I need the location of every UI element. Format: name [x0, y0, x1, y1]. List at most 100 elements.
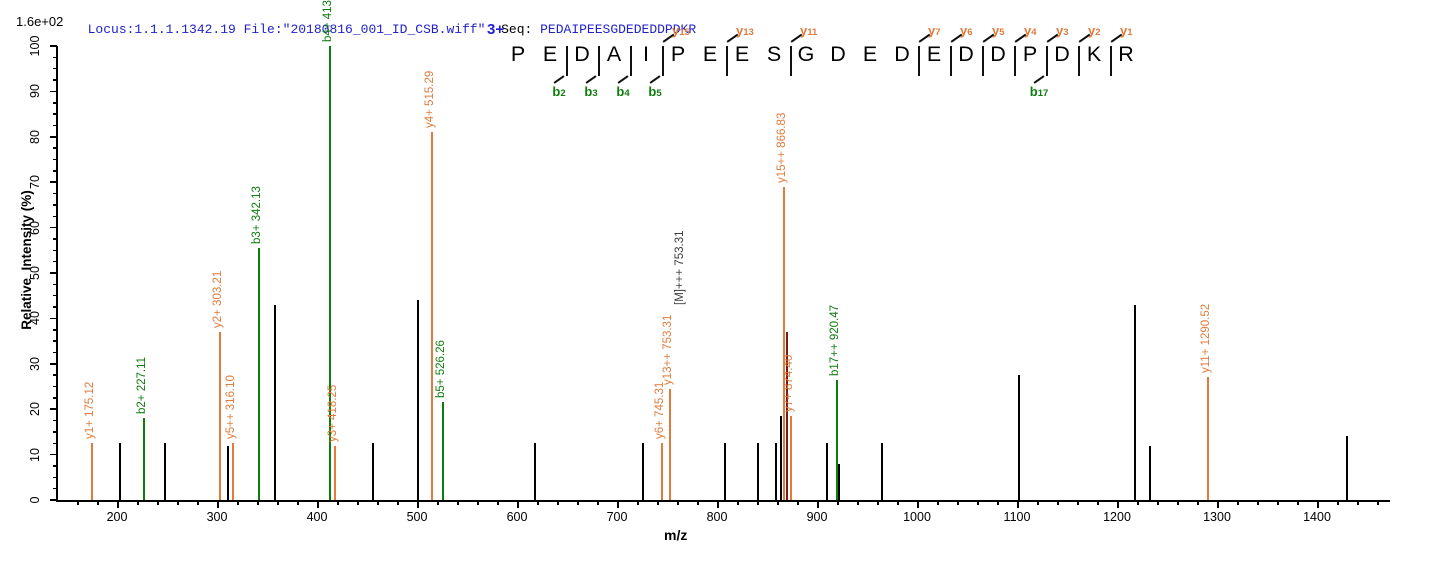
x-minor-tick — [757, 501, 759, 505]
x-minor-tick — [597, 501, 599, 505]
x-minor-tick — [777, 501, 779, 505]
peak-label-y2+: y2+ 303.21 — [212, 270, 225, 329]
x-minor-tick — [377, 501, 379, 505]
y6-ion-mark-subscript: 6 — [967, 27, 973, 38]
cleavage-line-5 — [662, 46, 664, 76]
y5-ion-mark: y5 — [992, 23, 1005, 38]
x-minor-tick — [937, 501, 939, 505]
b17-ion-mark-subscript: 17 — [1037, 88, 1049, 99]
x-minor-tick — [97, 501, 99, 505]
peak-1430 — [1346, 436, 1348, 500]
b3-ion-mark: b3 — [584, 84, 598, 99]
peak-y1+ — [91, 443, 94, 500]
residue-P-6: P — [670, 42, 686, 66]
peak-y13++ — [669, 388, 672, 500]
peak-726 — [642, 443, 644, 500]
residue-R-20: R — [1118, 42, 1134, 66]
peak-y15++ — [782, 186, 785, 500]
peak-label-y3+: y3+ 418.25 — [327, 384, 340, 442]
b-ion-connector-3 — [585, 75, 597, 84]
x-major-tick-300 — [217, 501, 219, 508]
x-tick-label-1000: 1000 — [903, 510, 931, 524]
x-minor-tick — [437, 501, 439, 505]
y-major-tick-50 — [50, 272, 57, 274]
y2-ion-mark-subscript: 2 — [1095, 27, 1101, 38]
peak-y2+ — [219, 332, 222, 500]
peak-label-precursor: [M]+++ 753.31 — [674, 230, 687, 305]
peak-456 — [372, 443, 374, 500]
y4-ion-mark-subscript: 4 — [1031, 27, 1037, 38]
y-minor-tick — [53, 170, 57, 172]
y-tick-label-50: 50 — [28, 266, 42, 280]
x-minor-tick — [477, 501, 479, 505]
peak-841 — [757, 443, 759, 500]
peak-y3+ — [334, 445, 337, 500]
x-minor-tick — [797, 501, 799, 505]
y7-ion-mark-subscript: 7 — [935, 27, 941, 38]
y13-ion-mark-subscript: 13 — [743, 27, 754, 38]
x-minor-tick — [337, 501, 339, 505]
residue-K-19: K — [1086, 42, 1102, 66]
y-tick-label-30: 30 — [28, 356, 42, 371]
x-tick-label-700: 700 — [606, 510, 628, 524]
x-tick-label-500: 500 — [406, 510, 428, 524]
y15-ion-mark-subscript: 15 — [679, 27, 690, 38]
locus-file-label: Locus:1.1.1.1342.19 File:"20180816_001_I… — [87, 22, 486, 37]
x-minor-tick — [837, 501, 839, 505]
b-ion-connector-2 — [553, 75, 565, 84]
peak-y11+ — [1206, 377, 1209, 500]
residue-D-18: D — [1054, 42, 1070, 66]
y-minor-tick — [53, 124, 57, 127]
cleavage-line-18 — [1078, 46, 1080, 76]
peak-1102 — [1018, 375, 1020, 500]
x-major-tick-1100 — [1017, 501, 1019, 508]
peak-1233 — [1149, 445, 1151, 500]
y-tick-label-40: 40 — [28, 311, 42, 326]
peak-b5+ — [442, 402, 445, 500]
x-minor-tick — [1137, 501, 1139, 505]
x-minor-tick — [157, 501, 159, 505]
residue-D-3: D — [574, 42, 590, 66]
x-minor-tick — [677, 501, 679, 505]
y-major-tick-100 — [50, 45, 57, 47]
x-axis-title: m/z — [664, 527, 688, 543]
y-minor-tick — [53, 351, 57, 354]
b4-ion-mark: b4 — [616, 84, 630, 99]
spectrum-plot-area[interactable]: 200 300 400 500 600 700 800 900 1000 1100 1200 1300… — [28, 0, 1390, 524]
b17-ion-mark: b17 — [1029, 84, 1049, 99]
y-minor-tick — [53, 476, 57, 479]
residue-D-11: D — [830, 42, 846, 66]
peak-1218 — [1134, 304, 1136, 500]
x-minor-tick — [1357, 501, 1359, 505]
x-minor-tick — [1177, 501, 1179, 505]
y-major-tick-60 — [50, 226, 57, 229]
y4-ion-mark: y4 — [1024, 23, 1037, 38]
y-minor-tick — [53, 397, 57, 399]
peak-b4+ — [329, 46, 332, 500]
x-tick-label-800: 800 — [706, 510, 728, 524]
intensity-scale-max: 1.6e+02 — [16, 14, 64, 29]
x-minor-tick — [997, 501, 999, 505]
peak-label-y4+: y4+ 515.29 — [424, 71, 437, 129]
x-minor-tick — [657, 501, 659, 505]
cleavage-line-9 — [790, 46, 792, 76]
cleavage-line-15 — [982, 46, 984, 76]
peak-965 — [881, 443, 883, 500]
residue-D-16: D — [990, 42, 1006, 66]
cleavage-line-13 — [918, 46, 920, 76]
y5-ion-mark-subscript: 5 — [999, 27, 1005, 38]
b5-ion-mark: b5 — [648, 84, 662, 99]
x-minor-tick — [297, 501, 299, 505]
peak-203 — [119, 443, 121, 500]
x-tick-label-200: 200 — [106, 510, 128, 524]
cleavage-line-3 — [598, 46, 600, 76]
x-major-tick-1200 — [1117, 501, 1119, 508]
b3-ion-mark-subscript: 3 — [592, 88, 598, 99]
x-major-tick-400 — [317, 501, 319, 508]
x-major-tick-1400 — [1317, 501, 1319, 508]
y-major-tick-30 — [50, 363, 57, 365]
x-minor-tick — [1237, 501, 1239, 505]
x-minor-tick — [1077, 501, 1079, 505]
y-minor-tick — [53, 431, 57, 433]
peak-label-b5+: b5+ 526.26 — [435, 340, 448, 399]
